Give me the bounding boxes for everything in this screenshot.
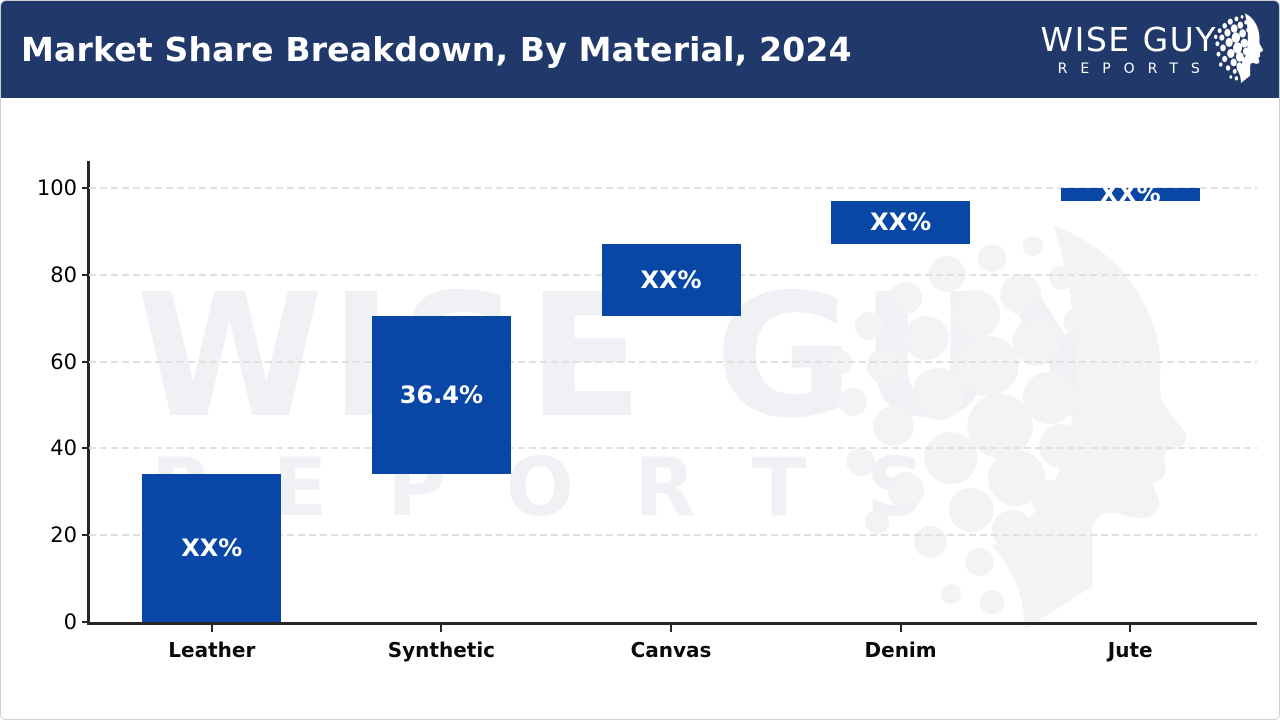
bar-value-label-leather: XX%	[181, 534, 243, 563]
bar-value-label-denim: XX%	[870, 208, 932, 237]
y-tick-label-80: 80	[50, 262, 77, 287]
page-title: Market Share Breakdown, By Material, 202…	[21, 30, 852, 69]
x-tick-jute	[1129, 625, 1132, 632]
x-tick-denim	[899, 625, 902, 632]
x-axis-line	[87, 622, 1257, 625]
bar-denim: XX%	[831, 200, 971, 244]
bar-jute: XX%	[1060, 180, 1200, 208]
bar-canvas: XX%	[601, 243, 741, 317]
y-tick-label-20: 20	[50, 523, 77, 548]
bar-synthetic: 36.4%	[371, 316, 511, 475]
y-tick-label-60: 60	[50, 349, 77, 374]
bar-leather: XX%	[142, 474, 282, 622]
gridline-40	[89, 447, 1257, 450]
gridline-60	[89, 360, 1257, 363]
logo-wordmark: WISE GUY	[1040, 19, 1217, 59]
y-tick-label-0: 0	[63, 610, 77, 634]
y-tick-40	[82, 447, 89, 450]
x-tick-label-jute: Jute	[1107, 638, 1153, 662]
gridline-100	[89, 187, 1257, 189]
watermark-head-graphic	[791, 218, 1201, 658]
logo-head-icon	[1209, 12, 1265, 88]
x-tick-leather	[210, 625, 213, 632]
y-tick-60	[82, 360, 89, 363]
y-tick-80	[82, 273, 89, 276]
y-tick-label-100: 100	[36, 176, 77, 200]
wise-guy-logo: WISE GUY REPORTS	[1040, 12, 1265, 88]
x-tick-label-denim: Denim	[864, 638, 937, 662]
logo-subtitle: REPORTS	[1057, 60, 1213, 77]
y-tick-100	[82, 187, 89, 189]
chart-canvas: WISE GUY REPORTS 0 20 40 60 80 100 Leather Synt…	[1, 98, 1279, 719]
bar-value-label-jute: XX%	[1099, 180, 1161, 209]
x-tick-label-canvas: Canvas	[630, 638, 712, 662]
x-tick-canvas	[670, 625, 672, 632]
gridline-20	[89, 534, 1257, 537]
x-tick-label-leather: Leather	[168, 638, 256, 662]
y-tick-0	[82, 621, 89, 623]
logo-text: WISE GUY REPORTS	[1040, 23, 1217, 77]
bar-value-label-synthetic: 36.4%	[399, 381, 484, 410]
x-tick-label-synthetic: Synthetic	[387, 638, 496, 662]
header: Market Share Breakdown, By Material, 202…	[1, 1, 1279, 98]
bar-value-label-canvas: XX%	[640, 266, 702, 295]
x-tick-synthetic	[440, 625, 443, 632]
y-axis-line	[87, 161, 90, 625]
y-tick-20	[82, 534, 89, 537]
y-tick-label-40: 40	[50, 436, 77, 461]
